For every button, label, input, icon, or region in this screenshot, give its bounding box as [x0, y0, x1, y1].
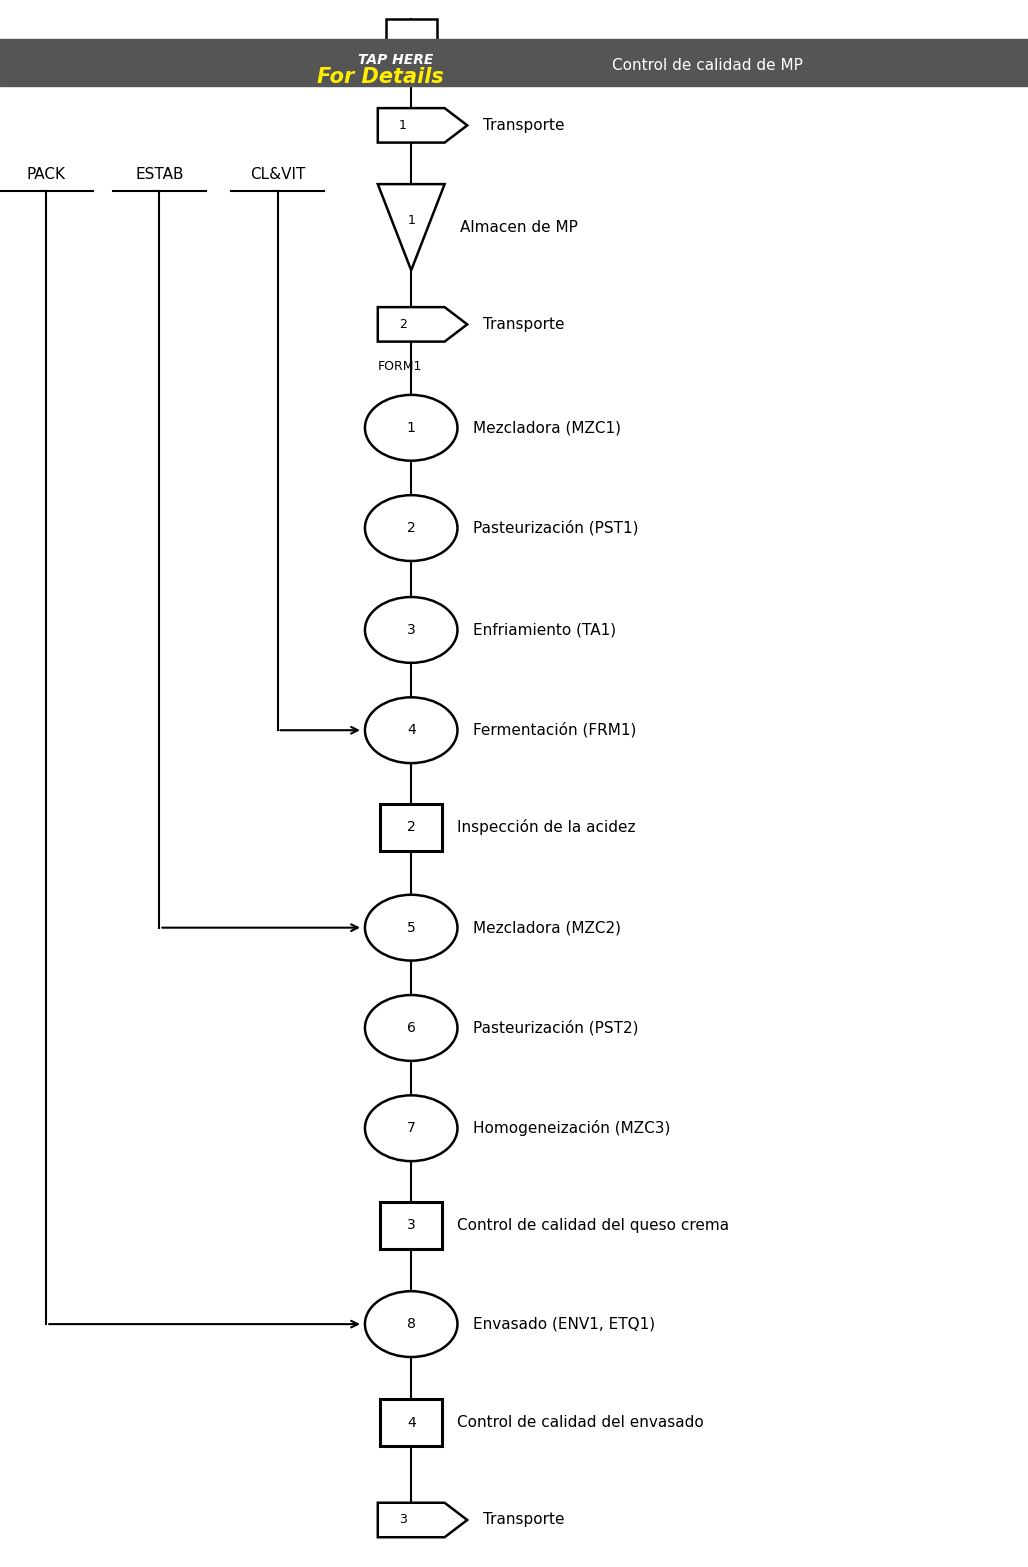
Bar [380, 804, 442, 851]
Text: FORM1: FORM1 [378, 360, 423, 373]
Text: Transporte: Transporte [483, 118, 564, 133]
Text: 3: 3 [399, 1514, 407, 1526]
Text: Pasteurización (PST2): Pasteurización (PST2) [473, 1020, 638, 1036]
Text: Mezcladora (MZC1): Mezcladora (MZC1) [473, 420, 621, 436]
Ellipse shape [365, 995, 457, 1061]
Ellipse shape [365, 1291, 457, 1357]
Polygon shape [378, 307, 467, 342]
Text: 2: 2 [399, 318, 407, 331]
Text: Control de calidad del queso crema: Control de calidad del queso crema [457, 1218, 730, 1233]
Polygon shape [378, 108, 467, 143]
Text: For Details: For Details [317, 67, 444, 86]
Text: CL&VIT: CL&VIT [250, 166, 305, 182]
Text: 3: 3 [407, 624, 415, 636]
Text: 3: 3 [407, 1219, 415, 1232]
Text: 5: 5 [407, 921, 415, 934]
Text: 6: 6 [407, 1022, 415, 1034]
Text: 1: 1 [407, 422, 415, 434]
Polygon shape [378, 185, 444, 270]
Text: 1: 1 [407, 213, 415, 227]
Ellipse shape [365, 697, 457, 763]
Text: Control de calidad de MP: Control de calidad de MP [612, 58, 803, 74]
Text: ESTAB: ESTAB [135, 166, 184, 182]
Text: Envasado (ENV1, ETQ1): Envasado (ENV1, ETQ1) [473, 1316, 655, 1332]
Ellipse shape [365, 597, 457, 663]
Ellipse shape [365, 1095, 457, 1161]
Text: Almacen de MP: Almacen de MP [461, 219, 578, 235]
Bar [386, 19, 437, 63]
Text: 1: 1 [399, 119, 407, 132]
Ellipse shape [365, 495, 457, 561]
Text: Fermentación (FRM1): Fermentación (FRM1) [473, 722, 636, 738]
Bar [380, 1202, 442, 1249]
Text: Transporte: Transporte [483, 317, 564, 332]
Bar [0, 39, 1028, 86]
Text: Inspección de la acidez: Inspección de la acidez [457, 820, 636, 835]
Ellipse shape [365, 395, 457, 461]
Text: Homogeneización (MZC3): Homogeneización (MZC3) [473, 1120, 670, 1136]
Text: 8: 8 [407, 1318, 415, 1330]
Text: Transporte: Transporte [483, 1512, 564, 1528]
Text: Mezcladora (MZC2): Mezcladora (MZC2) [473, 920, 621, 935]
Text: TAP HERE: TAP HERE [358, 53, 434, 66]
Polygon shape [378, 1503, 467, 1537]
Text: Control de calidad del envasado: Control de calidad del envasado [457, 1415, 704, 1431]
Text: Enfriamiento (TA1): Enfriamiento (TA1) [473, 622, 616, 638]
Text: 2: 2 [407, 821, 415, 834]
Text: 4: 4 [407, 1417, 415, 1429]
Ellipse shape [365, 895, 457, 961]
Text: 4: 4 [407, 724, 415, 736]
Bar [380, 1399, 442, 1446]
Text: Pasteurización (PST1): Pasteurización (PST1) [473, 520, 638, 536]
Text: 2: 2 [407, 522, 415, 534]
Text: 7: 7 [407, 1122, 415, 1135]
Text: PACK: PACK [27, 166, 66, 182]
